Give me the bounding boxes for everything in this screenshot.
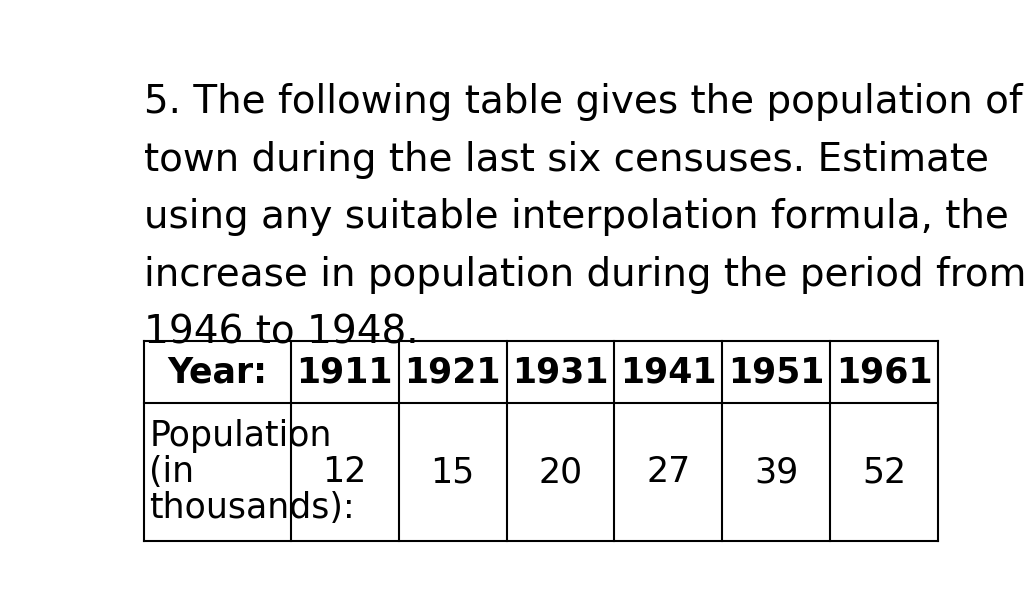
Text: Population: Population — [150, 419, 332, 453]
Text: 27: 27 — [646, 455, 690, 489]
Text: (in: (in — [150, 455, 195, 489]
Text: Year:: Year: — [167, 355, 267, 389]
Text: 1911: 1911 — [296, 355, 393, 389]
Text: 15: 15 — [430, 455, 475, 489]
Text: 39: 39 — [755, 455, 799, 489]
Text: 1921: 1921 — [404, 355, 501, 389]
Text: thousands):: thousands): — [150, 492, 355, 525]
Text: increase in population during the period from: increase in population during the period… — [143, 256, 1024, 294]
Text: 5. The following table gives the population of a: 5. The following table gives the populat… — [143, 83, 1024, 121]
Text: 12: 12 — [323, 455, 367, 489]
Text: 1951: 1951 — [728, 355, 824, 389]
Text: 1946 to 1948.: 1946 to 1948. — [143, 313, 419, 352]
Text: using any suitable interpolation formula, the: using any suitable interpolation formula… — [143, 199, 1009, 236]
Text: 20: 20 — [539, 455, 583, 489]
Text: 1931: 1931 — [512, 355, 608, 389]
Text: town during the last six censuses. Estimate: town during the last six censuses. Estim… — [143, 141, 989, 179]
Text: 1961: 1961 — [836, 355, 933, 389]
Text: 52: 52 — [862, 455, 906, 489]
Text: 1941: 1941 — [621, 355, 717, 389]
